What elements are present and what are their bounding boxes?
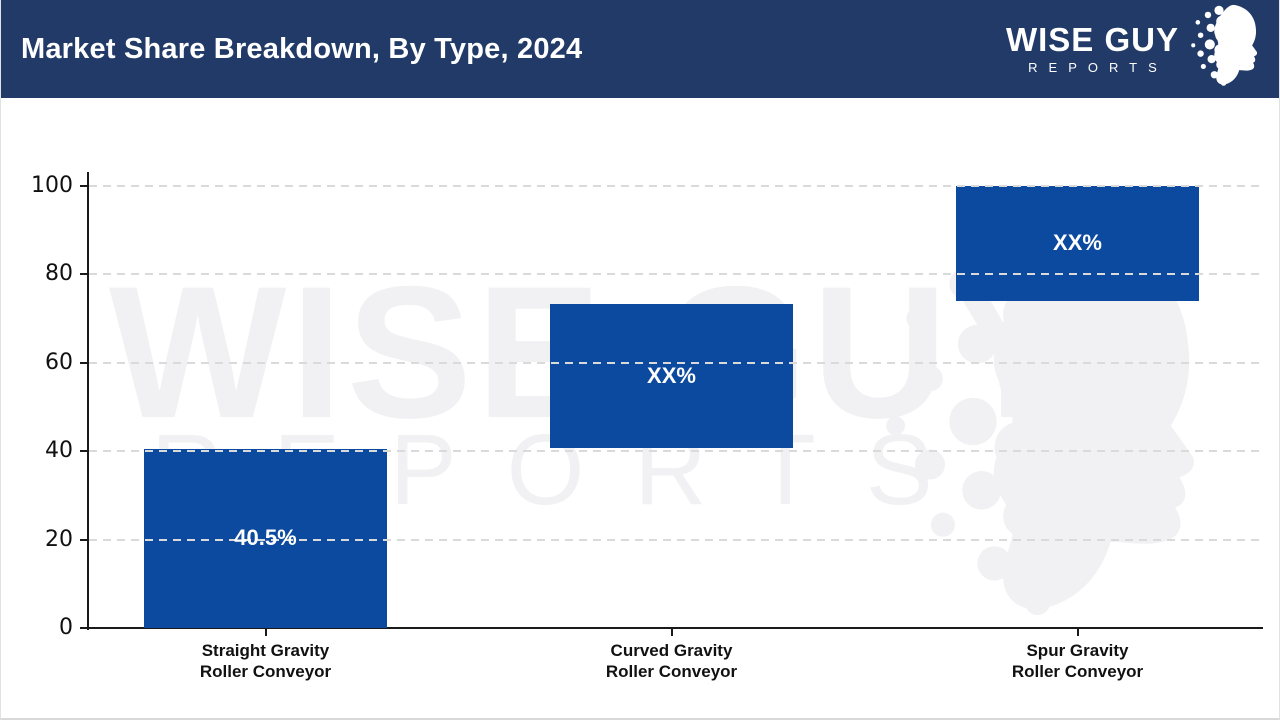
- x-tick-mark: [1076, 629, 1079, 636]
- y-tick-label: 100: [31, 173, 73, 198]
- bar-segment: [956, 186, 1199, 301]
- logo-wordmark: WISE GUY: [1005, 21, 1179, 58]
- gridline: [89, 273, 1261, 276]
- x-category-label-line: Roller Conveyor: [605, 662, 738, 681]
- bar-segment: [550, 304, 793, 449]
- x-category-label-line: Straight Gravity: [201, 641, 330, 660]
- y-tick-mark: [80, 185, 88, 187]
- y-tick-label: 80: [45, 261, 73, 287]
- x-category-label: Spur Gravity Roller Conveyor: [918, 640, 1238, 682]
- y-tick-mark: [80, 627, 88, 629]
- x-category-label-line: Roller Conveyor: [199, 662, 332, 681]
- gridline: [89, 361, 1261, 364]
- y-tick-mark: [80, 538, 88, 541]
- logo-face-icon: [1191, 4, 1258, 86]
- y-tick-mark: [80, 361, 88, 364]
- bar-value-label: XX%: [647, 363, 696, 389]
- x-category-label: Straight Gravity Roller Conveyor: [106, 640, 426, 682]
- logo: WISE GUY REPORTS: [1006, 4, 1265, 92]
- y-tick-label: 20: [45, 526, 73, 552]
- gridline: [89, 538, 1261, 541]
- header: Market Share Breakdown, By Type, 2024 WI…: [1, 0, 1279, 98]
- bar-value-label: 40.5%: [234, 525, 297, 551]
- watermark-face-icon: [886, 236, 1194, 615]
- x-axis-line: [87, 627, 1263, 629]
- y-tick-mark: [80, 450, 88, 453]
- y-tick-label: 60: [45, 349, 73, 375]
- x-tick-mark: [264, 629, 267, 636]
- gridline: [89, 450, 1261, 453]
- logo-text: WISE GUY REPORTS: [1006, 23, 1179, 75]
- y-tick-mark: [80, 273, 88, 276]
- plot-area: 40.5% XX% XX%: [89, 185, 1261, 628]
- y-axis-line: [87, 172, 89, 630]
- gridline: [89, 185, 1261, 187]
- x-tick-mark: [670, 629, 673, 636]
- x-category-label: Curved Gravity Roller Conveyor: [512, 640, 832, 682]
- x-category-label-line: Spur Gravity: [1026, 641, 1129, 660]
- bar-segment: [144, 448, 387, 628]
- bar-value-label: XX%: [1053, 230, 1102, 256]
- page-title: Market Share Breakdown, By Type, 2024: [21, 32, 583, 65]
- x-category-label-line: Curved Gravity: [610, 641, 733, 660]
- x-category-label-line: Roller Conveyor: [1011, 662, 1144, 681]
- y-tick-label: 40: [45, 438, 73, 464]
- watermark: WISE GUY REPORTS: [1, 98, 1279, 718]
- y-tick-label: 0: [59, 615, 73, 640]
- logo-subtitle: REPORTS: [1028, 60, 1168, 75]
